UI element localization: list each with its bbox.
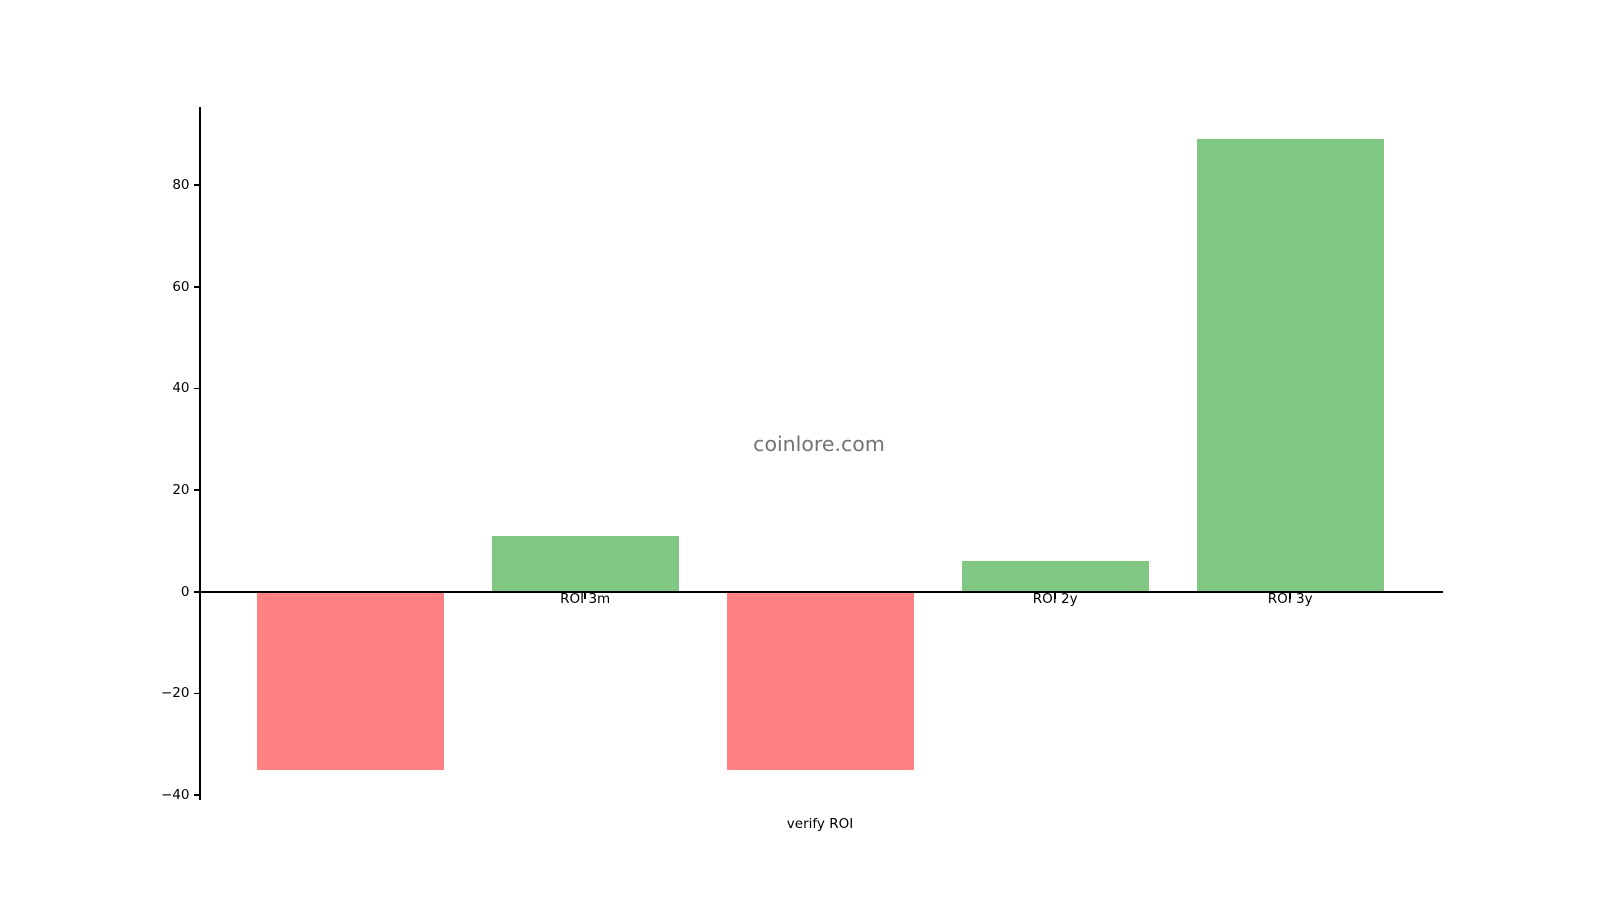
y-tick-mark (193, 184, 200, 186)
x-tick-mark (1289, 592, 1291, 599)
y-tick-mark (193, 286, 200, 288)
y-tick-label: 0 (180, 583, 190, 600)
x-tick-label: ROI 2y (1032, 590, 1078, 607)
y-axis-spine (199, 107, 201, 800)
y-tick-label: −20 (161, 685, 190, 702)
bar-positive (961, 561, 1149, 592)
y-tick-label: −40 (161, 787, 190, 804)
x-tick-label: ROI 3m (560, 590, 611, 607)
y-tick-mark (193, 794, 200, 796)
bar-negative (726, 591, 914, 770)
bar-positive (1196, 139, 1384, 592)
y-tick-label: 40 (172, 380, 190, 397)
watermark-text: coinlore.com (753, 432, 885, 456)
x-axis-title: verify ROI (786, 816, 854, 832)
x-tick-label: ROI 3y (1267, 590, 1313, 607)
x-tick-mark (584, 592, 586, 599)
bar-positive (491, 535, 679, 592)
y-tick-label: 20 (172, 482, 190, 499)
y-tick-mark (193, 692, 200, 695)
y-tick-label: 60 (172, 278, 190, 295)
bar-negative (256, 591, 444, 770)
x-axis-line (200, 591, 1443, 593)
y-tick-mark (193, 489, 200, 491)
y-tick-mark (193, 591, 200, 593)
x-tick-mark (1054, 592, 1056, 599)
y-tick-label: 80 (172, 177, 190, 194)
y-tick-mark (193, 387, 200, 390)
